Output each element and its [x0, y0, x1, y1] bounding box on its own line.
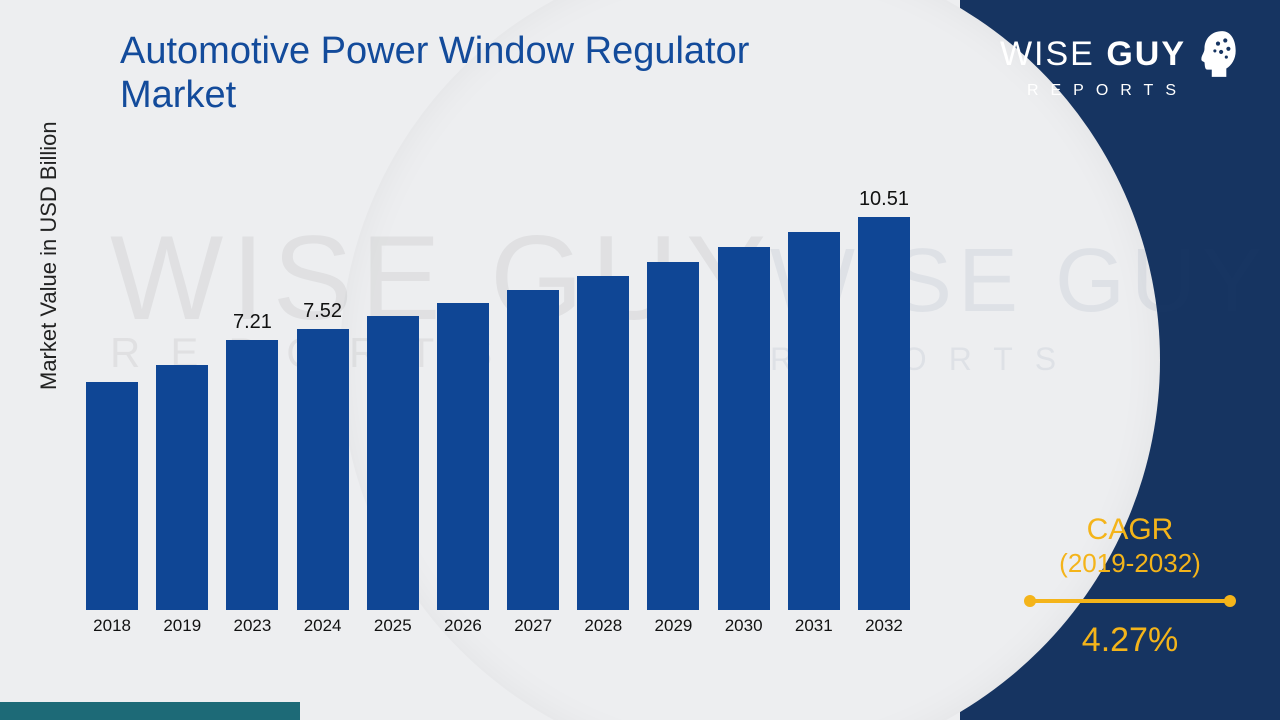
logo-word-2: GUY	[1106, 37, 1186, 71]
bar-wrap: 7.52	[297, 299, 349, 610]
bar	[437, 303, 489, 610]
x-tick: 2029	[647, 616, 699, 636]
bar	[156, 365, 208, 610]
logo-subtext: REPORTS	[984, 82, 1188, 100]
bar	[718, 247, 770, 610]
bar-wrap	[156, 335, 208, 610]
logo-word-1: WISE	[1000, 37, 1095, 71]
bar-value-label: 7.21	[233, 310, 272, 334]
bar-wrap	[437, 273, 489, 610]
bar	[86, 382, 138, 610]
bar-value-label: 10.51	[859, 187, 909, 211]
bar	[367, 316, 419, 610]
bar	[297, 329, 349, 610]
cagr-block: CAGR (2019-2032) 4.27%	[1020, 512, 1240, 660]
x-axis-ticks: 2018 2019 2023 2024 2025 2026 2027 2028 2029 2030…	[80, 616, 910, 636]
cagr-value: 4.27%	[1020, 621, 1240, 660]
bar-wrap	[718, 217, 770, 610]
bar	[858, 217, 910, 610]
cagr-label: CAGR	[1020, 512, 1240, 548]
bar	[507, 290, 559, 610]
x-tick: 2018	[86, 616, 138, 636]
chart-title: Automotive Power Window Regulator Market	[120, 30, 840, 117]
cagr-divider	[1030, 599, 1230, 603]
bar-chart: 7.21 7.52 10.51	[80, 180, 910, 610]
bar-wrap	[577, 246, 629, 610]
x-tick: 2026	[437, 616, 489, 636]
brain-head-icon	[1192, 28, 1244, 80]
brand-logo: WISE GUY REPORTS	[984, 28, 1244, 100]
bar	[577, 276, 629, 610]
bar-wrap	[788, 202, 840, 610]
x-tick: 2019	[156, 616, 208, 636]
bar-wrap: 7.21	[226, 310, 278, 610]
bar-wrap	[647, 232, 699, 610]
bar	[647, 262, 699, 610]
x-tick: 2031	[788, 616, 840, 636]
cagr-years: (2019-2032)	[1020, 548, 1240, 579]
x-tick: 2032	[858, 616, 910, 636]
bar-wrap	[86, 352, 138, 610]
x-tick: 2024	[297, 616, 349, 636]
x-tick: 2030	[718, 616, 770, 636]
x-tick: 2028	[577, 616, 629, 636]
x-tick: 2027	[507, 616, 559, 636]
bar	[788, 232, 840, 610]
bar-value-label: 7.52	[303, 299, 342, 323]
y-axis-label: Market Value in USD Billion	[36, 121, 62, 390]
x-tick: 2023	[226, 616, 278, 636]
bar	[226, 340, 278, 610]
x-tick: 2025	[367, 616, 419, 636]
bar-wrap: 10.51	[858, 187, 910, 610]
footer-accent-bar	[0, 702, 300, 720]
bar-wrap	[507, 260, 559, 610]
bar-wrap	[367, 286, 419, 610]
